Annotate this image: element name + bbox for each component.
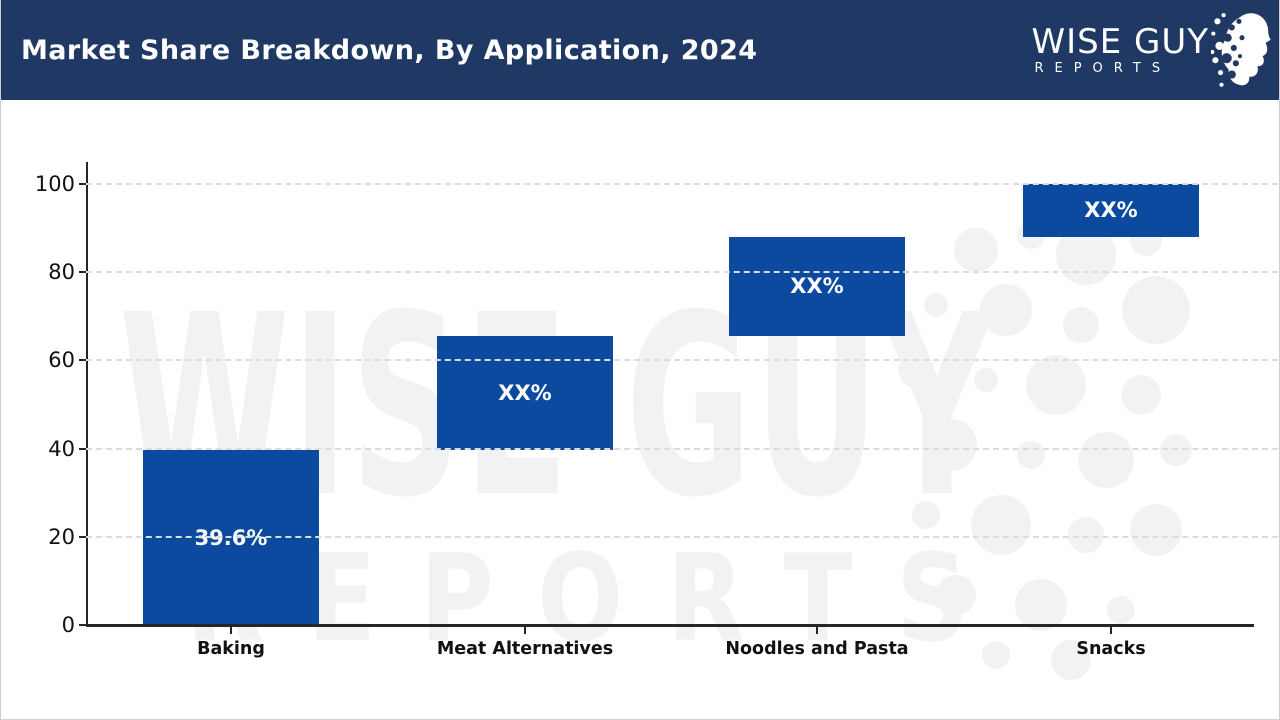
x-tick-mark-0 — [230, 627, 232, 634]
x-axis-line — [86, 624, 1254, 627]
y-tick-mark-40 — [79, 447, 86, 450]
y-tick-label-80: 80 — [48, 260, 75, 285]
watermark-head-dots-icon — [898, 221, 1192, 680]
y-tick-label-0: 0 — [61, 613, 75, 637]
logo-head-icon — [1211, 13, 1271, 87]
x-tick-mark-1 — [524, 627, 526, 634]
y-axis-line — [86, 162, 88, 626]
gridline-y-20 — [86, 535, 1278, 538]
x-tick-mark-3 — [1110, 627, 1112, 634]
bar-snacks: XX% — [1023, 184, 1199, 237]
bar-meat-alternatives: XX% — [437, 335, 613, 451]
y-tick-label-40: 40 — [48, 436, 75, 461]
x-axis-label-3: Snacks — [1076, 639, 1146, 659]
y-tick-mark-60 — [79, 359, 86, 362]
y-tick-mark-80 — [79, 271, 86, 274]
brand-subname: REPORTS — [1034, 60, 1172, 76]
gridline-y-80 — [86, 271, 1278, 274]
x-axis-label-1: Meat Alternatives — [436, 639, 614, 659]
y-tick-label-60: 60 — [48, 348, 75, 373]
x-axis-label-2: Noodles and Pasta — [725, 639, 909, 659]
y-tick-mark-0 — [79, 624, 86, 626]
bar-value-label: XX% — [1084, 198, 1138, 223]
bar-value-label: XX% — [498, 381, 552, 406]
x-tick-mark-2 — [816, 627, 818, 634]
y-tick-label-100: 100 — [34, 172, 75, 196]
brand-logo-text: WISE GUY REPORTS — [1031, 25, 1209, 76]
x-axis-label-0: Baking — [197, 639, 265, 659]
gridline-y-60 — [86, 359, 1278, 362]
brand-name: WISE GUY — [1031, 21, 1209, 62]
page-title: Market Share Breakdown, By Application, … — [21, 34, 758, 66]
y-tick-label-20: 20 — [48, 524, 75, 549]
bar-noodles-and-pasta: XX% — [729, 236, 905, 336]
bar-value-label: XX% — [790, 274, 844, 299]
y-tick-mark-20 — [79, 535, 86, 538]
gridline-y-100 — [86, 183, 1278, 185]
brand-logo: WISE GUY REPORTS — [1031, 7, 1273, 93]
y-tick-mark-100 — [79, 183, 86, 185]
header-bar: Market Share Breakdown, By Application, … — [1, 0, 1279, 100]
gridline-y-40 — [86, 447, 1278, 450]
